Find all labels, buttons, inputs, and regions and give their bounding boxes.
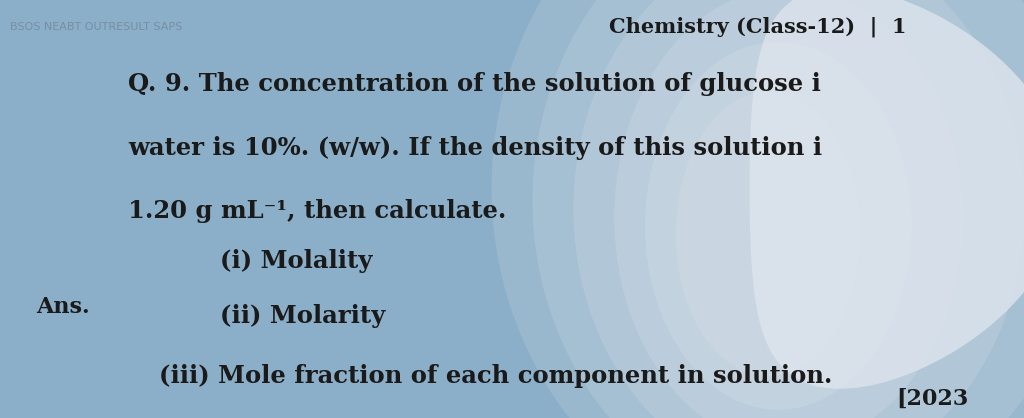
Text: BSOS NEABT OUTRESULT SAPS: BSOS NEABT OUTRESULT SAPS bbox=[10, 22, 182, 32]
Text: [2023: [2023 bbox=[896, 387, 969, 410]
Text: Ans.: Ans. bbox=[36, 296, 89, 318]
Ellipse shape bbox=[532, 0, 1024, 418]
Text: (ii) Molarity: (ii) Molarity bbox=[220, 303, 385, 328]
Ellipse shape bbox=[492, 0, 1024, 418]
Text: (i) Molality: (i) Molality bbox=[220, 249, 373, 273]
Polygon shape bbox=[750, 0, 1024, 389]
Ellipse shape bbox=[614, 0, 963, 418]
Text: water is 10%. (w/w). If the density of this solution i: water is 10%. (w/w). If the density of t… bbox=[128, 136, 822, 161]
Ellipse shape bbox=[645, 42, 911, 410]
Text: Chemistry (Class-12)  |  1: Chemistry (Class-12) | 1 bbox=[609, 17, 907, 38]
Ellipse shape bbox=[676, 92, 860, 376]
Text: (iii) Mole fraction of each component in solution.: (iii) Mole fraction of each component in… bbox=[159, 364, 833, 388]
Text: Q. 9. The concentration of the solution of glucose i: Q. 9. The concentration of the solution … bbox=[128, 71, 821, 96]
Text: 1.20 g mL⁻¹, then calculate.: 1.20 g mL⁻¹, then calculate. bbox=[128, 199, 507, 223]
Ellipse shape bbox=[573, 0, 1024, 418]
